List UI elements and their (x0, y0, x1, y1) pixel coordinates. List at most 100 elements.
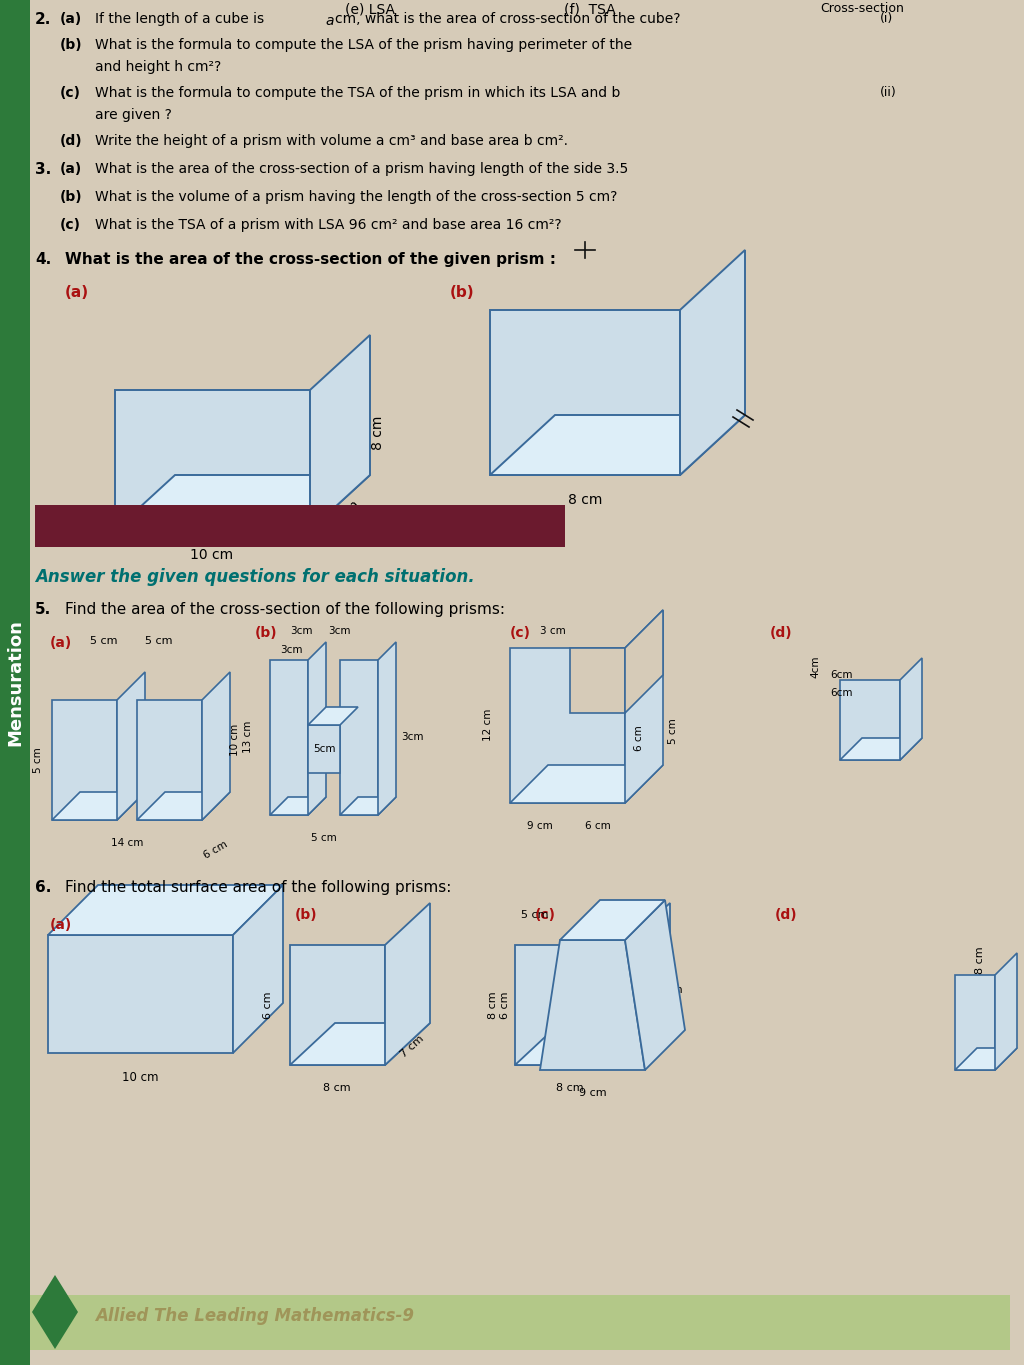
Text: 3cm: 3cm (280, 646, 302, 655)
Text: (b): (b) (450, 285, 475, 300)
Text: (b): (b) (295, 908, 317, 921)
Polygon shape (840, 680, 900, 760)
Polygon shape (955, 975, 995, 1070)
Text: 6 cm: 6 cm (203, 839, 229, 860)
Polygon shape (52, 700, 117, 820)
Text: 6cm: 6cm (830, 670, 853, 680)
Polygon shape (270, 797, 326, 815)
Text: 176: 176 (42, 1305, 68, 1319)
Text: What is the TSA of a prism with LSA 96 cm² and base area 16 cm²?: What is the TSA of a prism with LSA 96 c… (95, 218, 561, 232)
Text: What is the volume of a prism having the length of the cross-section 5 cm?: What is the volume of a prism having the… (95, 190, 617, 203)
Text: 9 cm: 9 cm (580, 1088, 607, 1097)
Text: 6.: 6. (35, 880, 51, 895)
Text: 8 cm: 8 cm (638, 1035, 666, 1059)
Text: (a): (a) (60, 12, 82, 26)
Bar (35, 505, 565, 547)
Text: (i): (i) (880, 12, 893, 25)
Text: 3cm: 3cm (328, 627, 350, 636)
Text: Cross-section: Cross-section (820, 1, 904, 15)
Polygon shape (625, 610, 663, 713)
Text: 10 cm: 10 cm (122, 1072, 159, 1084)
Polygon shape (340, 797, 396, 815)
Text: 5 cm: 5 cm (328, 498, 362, 531)
Text: 3 cm: 3 cm (587, 682, 597, 707)
Text: Find the area of the cross-section of the following prisms:: Find the area of the cross-section of th… (65, 602, 505, 617)
Text: What is the formula to compute the TSA of the prism in which its LSA and b: What is the formula to compute the TSA o… (95, 86, 621, 100)
Polygon shape (308, 642, 326, 815)
Text: 5 cm: 5 cm (668, 718, 678, 744)
Polygon shape (310, 334, 370, 530)
Text: (a): (a) (50, 636, 73, 650)
Text: 7 cm: 7 cm (398, 1035, 426, 1059)
Text: (e) LSA: (e) LSA (345, 1, 395, 16)
Polygon shape (515, 1022, 670, 1065)
Text: 5cm: 5cm (312, 744, 335, 753)
Polygon shape (510, 648, 625, 803)
Text: Answer the given questions for each situation.: Answer the given questions for each situ… (35, 568, 475, 586)
Text: 14 cm: 14 cm (111, 838, 143, 848)
Polygon shape (202, 672, 230, 820)
Text: (c): (c) (535, 908, 556, 921)
Polygon shape (290, 945, 385, 1065)
Polygon shape (52, 792, 145, 820)
Polygon shape (490, 415, 745, 475)
Text: (ii): (ii) (880, 86, 897, 100)
Text: If the length of a cube is: If the length of a cube is (95, 12, 264, 26)
Polygon shape (137, 700, 202, 820)
Text: a: a (325, 14, 334, 29)
Text: 9 cm: 9 cm (527, 820, 553, 831)
Polygon shape (625, 900, 685, 1070)
Bar (0, 0, 30, 1365)
Polygon shape (680, 250, 745, 475)
Text: 5 cm: 5 cm (521, 910, 549, 920)
Polygon shape (385, 904, 430, 1065)
Polygon shape (137, 792, 230, 820)
Polygon shape (290, 1022, 430, 1065)
Text: Check Your Performance: Check Your Performance (50, 513, 298, 531)
Polygon shape (570, 648, 625, 713)
Text: 6 cm: 6 cm (263, 991, 273, 1018)
Text: (a): (a) (50, 919, 73, 932)
Text: 5 cm: 5 cm (90, 636, 118, 646)
Text: (d): (d) (775, 908, 798, 921)
Text: 2.: 2. (35, 12, 51, 27)
Text: (a): (a) (65, 285, 89, 300)
Polygon shape (270, 661, 308, 815)
Text: (d): (d) (60, 134, 83, 147)
Polygon shape (308, 707, 358, 725)
Text: 6 cm: 6 cm (634, 725, 644, 751)
Polygon shape (625, 904, 670, 1065)
Polygon shape (378, 642, 396, 815)
Text: 4.: 4. (35, 253, 51, 268)
Text: 8 cm: 8 cm (488, 991, 498, 1018)
Text: What is the area of the cross-section of a prism having length of the side 3.5: What is the area of the cross-section of… (95, 162, 629, 176)
Text: (c): (c) (60, 86, 81, 100)
Text: 6cm: 6cm (830, 688, 853, 698)
Text: 3.: 3. (35, 162, 51, 177)
Text: (f)  TSA: (f) TSA (564, 1, 615, 16)
Polygon shape (115, 390, 310, 530)
Text: What is the area of the cross-section of the given prism :: What is the area of the cross-section of… (65, 253, 556, 268)
Polygon shape (490, 310, 680, 475)
Text: (c): (c) (60, 218, 81, 232)
Text: 5 cm: 5 cm (145, 636, 172, 646)
Polygon shape (625, 610, 663, 803)
Text: 8 cm: 8 cm (324, 1082, 351, 1093)
Text: (b): (b) (255, 627, 278, 640)
Polygon shape (995, 953, 1017, 1070)
Text: 6 cm: 6 cm (585, 820, 611, 831)
Text: Find the total surface area of the following prisms:: Find the total surface area of the follo… (65, 880, 452, 895)
Text: (b): (b) (60, 190, 83, 203)
Text: Allied The Leading Mathematics-9: Allied The Leading Mathematics-9 (95, 1308, 414, 1325)
Polygon shape (955, 1048, 1017, 1070)
Text: 5.: 5. (35, 602, 51, 617)
Text: 6 cm: 6 cm (500, 991, 510, 1018)
Text: 12 cm: 12 cm (483, 708, 493, 741)
Polygon shape (340, 661, 378, 815)
Text: 8 cm: 8 cm (568, 493, 602, 506)
Bar (30, 1295, 1010, 1350)
Polygon shape (560, 900, 665, 940)
Text: 3 cm: 3 cm (540, 627, 565, 636)
Polygon shape (32, 1275, 78, 1349)
Text: 3cm: 3cm (290, 627, 312, 636)
